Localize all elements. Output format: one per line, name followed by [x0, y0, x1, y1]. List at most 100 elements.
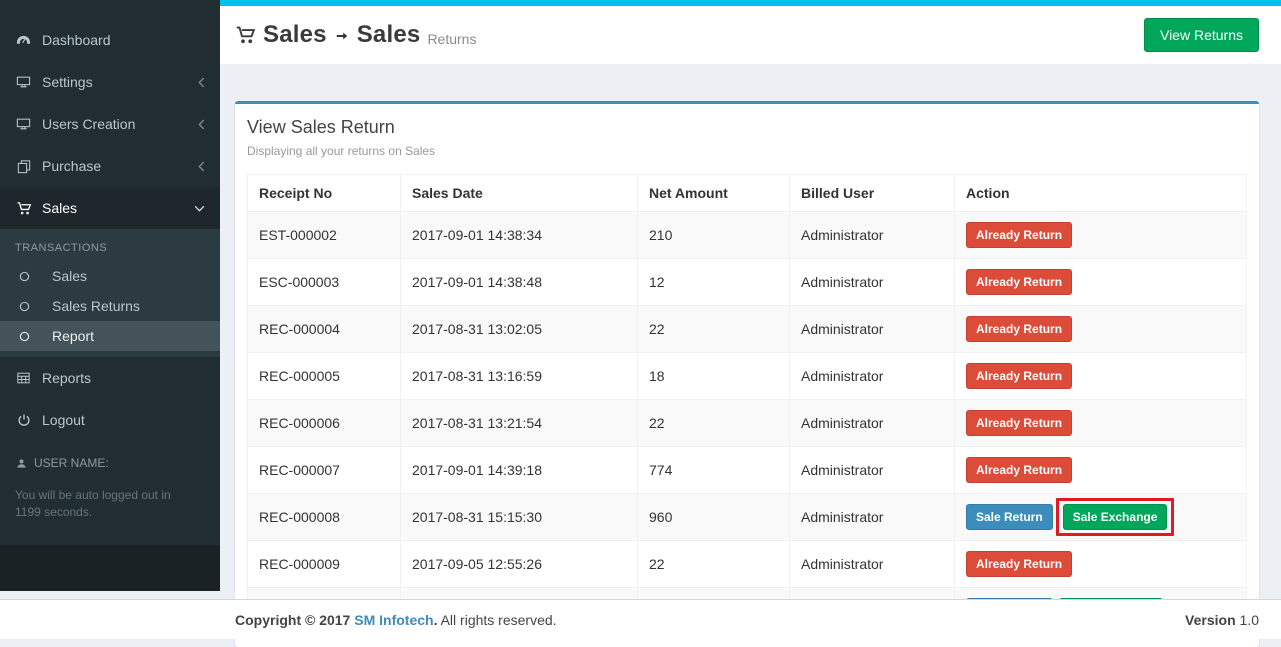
copyright-text: Copyright © 2017 SM Infotech. All rights… [235, 612, 1185, 628]
net-amount-cell: 22 [637, 305, 790, 353]
already-return-button[interactable]: Already Return [966, 457, 1073, 483]
company-link[interactable]: SM Infotech [354, 611, 434, 628]
sale-return-button[interactable]: Sale Return [966, 504, 1053, 530]
billed-user-cell: Administrator [789, 493, 955, 541]
auto-logout-notice: You will be auto logged out in 1199 seco… [15, 488, 171, 520]
receipt-no-cell: REC-000009 [247, 540, 401, 588]
action-cell: Already Return [954, 258, 1247, 306]
circle-icon [16, 268, 33, 284]
sales-date-cell: 2017-08-31 13:02:05 [400, 305, 638, 353]
sales-date-cell: 2017-08-31 15:15:30 [400, 493, 638, 541]
card-header: View Sales Return Displaying all your re… [235, 104, 1259, 166]
sidebar-item-label: Reports [42, 370, 92, 386]
action-cell: Already Return [954, 540, 1247, 588]
sale-exchange-button[interactable]: Sale Exchange [1062, 504, 1168, 530]
receipt-no-cell: EST-000002 [247, 211, 401, 259]
copyright-period: . [433, 611, 438, 628]
net-amount-cell: 12 [637, 258, 790, 306]
table-row: REC-000006 2017-08-31 13:21:54 22 Administr… [247, 399, 1247, 447]
net-amount-cell: 18 [637, 352, 790, 400]
net-amount-cell: 22 [637, 399, 790, 447]
version-text: Version 1.0 [1185, 612, 1259, 628]
action-cell: Already Return [954, 352, 1247, 400]
circle-icon [16, 298, 33, 314]
sidebar: Dashboard Settings Users Creation [0, 0, 220, 591]
cart-icon [15, 200, 32, 216]
sidebar-item-settings[interactable]: Settings [0, 61, 220, 103]
sidebar-bottom-block [0, 545, 220, 591]
table-row: REC-000005 2017-08-31 13:16:59 18 Administr… [247, 352, 1247, 400]
billed-user-cell: Administrator [789, 399, 955, 447]
billed-user-cell: Administrator [789, 352, 955, 400]
table-row: EST-000002 2017-09-01 14:38:34 210 Administ… [247, 211, 1247, 259]
already-return-button[interactable]: Already Return [966, 551, 1073, 577]
sidebar-item-reports[interactable]: Reports [0, 357, 220, 399]
chevron-left-icon [198, 161, 205, 172]
already-return-button[interactable]: Already Return [966, 222, 1073, 248]
already-return-button[interactable]: Already Return [966, 410, 1073, 436]
chevron-left-icon [198, 77, 205, 88]
breadcrumb-secondary: Sales [356, 21, 421, 48]
copyright-bold: Copyright © 2017 [235, 611, 351, 628]
chevron-left-icon [198, 119, 205, 130]
table-body: EST-000002 2017-09-01 14:38:34 210 Administ… [247, 211, 1247, 635]
submenu-item-report[interactable]: Report [0, 321, 220, 351]
submenu-item-sales-returns[interactable]: Sales Returns [0, 291, 220, 321]
already-return-button[interactable]: Already Return [966, 269, 1073, 295]
user-name-label: USER NAME: [15, 456, 205, 470]
sidebar-item-label: Dashboard [42, 32, 111, 48]
submenu-item-label: Report [52, 328, 95, 344]
sidebar-item-logout[interactable]: Logout [0, 399, 220, 441]
sidebar-item-users-creation[interactable]: Users Creation [0, 103, 220, 145]
main-area: Sales Sales Returns View Returns View Sa… [220, 0, 1281, 647]
top-accent-strip [220, 0, 1281, 6]
footer: Copyright © 2017 SM Infotech. All rights… [0, 599, 1281, 639]
submenu-section-header: TRANSACTIONS [15, 242, 108, 254]
sales-date-cell: 2017-09-01 14:39:18 [400, 446, 638, 494]
column-header-billed-user: Billed User [789, 174, 955, 212]
sidebar-menu: Dashboard Settings Users Creation [0, 0, 220, 441]
sidebar-item-label: Settings [42, 74, 93, 90]
highlight-annotation: Sale Exchange [1055, 498, 1175, 536]
table-row: REC-000009 2017-09-05 12:55:26 22 Administr… [247, 540, 1247, 588]
sidebar-item-sales[interactable]: Sales [0, 187, 220, 229]
sidebar-item-dashboard[interactable]: Dashboard [0, 19, 220, 61]
already-return-button[interactable]: Already Return [966, 363, 1073, 389]
receipt-no-cell: REC-000007 [247, 446, 401, 494]
version-label: Version [1185, 611, 1236, 628]
sales-returns-table: Receipt No Sales Date Net Amount Billed Use… [247, 174, 1247, 635]
sales-date-cell: 2017-08-31 13:16:59 [400, 352, 638, 400]
submenu-item-sales[interactable]: Sales [0, 261, 220, 291]
net-amount-cell: 774 [637, 446, 790, 494]
column-header-sales-date: Sales Date [400, 174, 638, 212]
table-row: ESC-000003 2017-09-01 14:38:48 12 Administr… [247, 258, 1247, 306]
receipt-no-cell: REC-000008 [247, 493, 401, 541]
user-name-text: USER NAME: [34, 456, 109, 470]
net-amount-cell: 22 [637, 540, 790, 588]
sidebar-item-label: Purchase [42, 158, 102, 174]
table-row: REC-000008 2017-08-31 15:15:30 960 Administ… [247, 493, 1247, 541]
person-icon [15, 457, 27, 469]
rights-text: All rights reserved. [440, 611, 557, 628]
action-cell: Already Return [954, 446, 1247, 494]
receipt-no-cell: ESC-000003 [247, 258, 401, 306]
sidebar-item-label: Sales [42, 200, 78, 216]
sales-date-cell: 2017-09-05 12:55:26 [400, 540, 638, 588]
billed-user-cell: Administrator [789, 305, 955, 353]
sales-return-card: View Sales Return Displaying all your re… [235, 101, 1259, 647]
column-header-receipt-no: Receipt No [247, 174, 401, 212]
sales-date-cell: 2017-09-01 14:38:48 [400, 258, 638, 306]
circle-icon [16, 328, 33, 344]
sales-date-cell: 2017-08-31 13:21:54 [400, 399, 638, 447]
net-amount-cell: 960 [637, 493, 790, 541]
monitor-icon [15, 116, 32, 132]
files-icon [15, 158, 32, 174]
billed-user-cell: Administrator [789, 540, 955, 588]
cart-icon [235, 25, 256, 45]
receipt-no-cell: REC-000004 [247, 305, 401, 353]
net-amount-cell: 210 [637, 211, 790, 259]
table-row: REC-000007 2017-09-01 14:39:18 774 Administ… [247, 446, 1247, 494]
sidebar-item-purchase[interactable]: Purchase [0, 145, 220, 187]
view-returns-button[interactable]: View Returns [1143, 18, 1259, 52]
already-return-button[interactable]: Already Return [966, 316, 1073, 342]
